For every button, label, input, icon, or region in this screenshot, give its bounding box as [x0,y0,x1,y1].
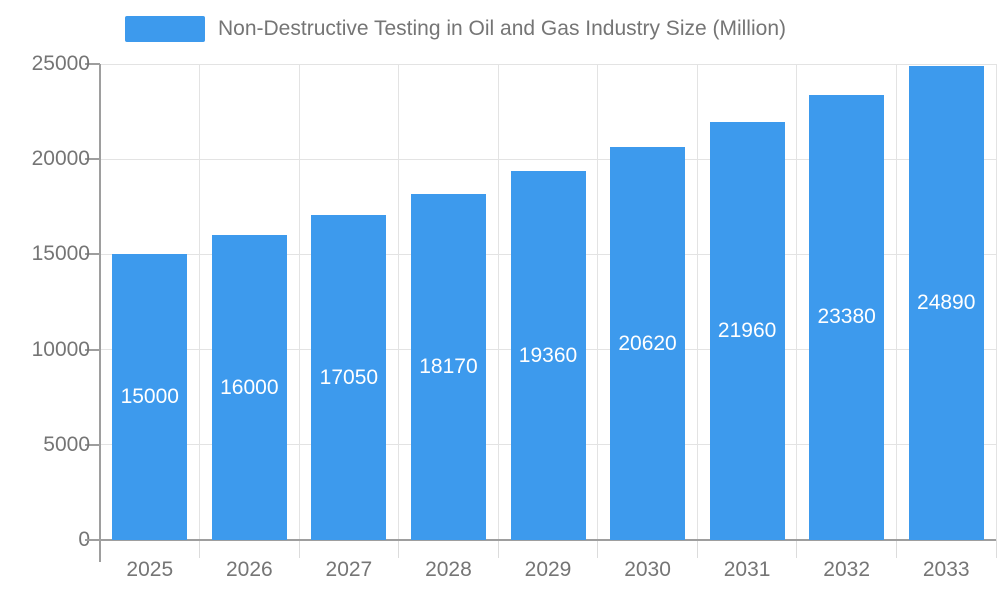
v-gridline [298,64,300,540]
h-gridline [100,158,996,160]
x-tick-label: 2027 [325,558,373,581]
y-axis-tick [85,443,100,446]
x-axis-tick [995,540,997,558]
y-tick-label: 0 [10,528,90,552]
x-tick-label: 2026 [225,558,273,581]
bar[interactable] [510,171,586,540]
legend: Non-Destructive Testing in Oil and Gas I… [125,16,786,42]
x-axis-tick [497,540,499,558]
v-gridline [895,64,897,540]
v-gridline [597,64,599,540]
v-gridline [199,64,201,540]
bar-value-label: 23380 [817,305,876,329]
x-tick-label: 2028 [425,558,472,581]
v-gridline [796,64,798,540]
bar-value-label: 21960 [717,318,777,342]
x-axis-line [85,539,996,541]
y-tick-label: 20000 [31,147,90,171]
x-axis-tick [398,540,400,558]
x-tick-label: 2032 [823,558,871,581]
bar[interactable] [211,235,287,540]
x-tick-label: 2030 [624,558,671,581]
x-axis-tick [597,540,599,558]
y-axis-tick [85,348,100,351]
h-gridline [100,63,996,65]
y-tick-label: 10000 [31,337,90,361]
y-tick-label: 25000 [31,52,90,75]
bar-value-label: 15000 [120,385,179,409]
bar-value-label: 24890 [917,291,976,315]
x-axis-tick [199,540,201,558]
legend-label: Non-Destructive Testing in Oil and Gas I… [218,17,786,40]
x-axis-tick [895,540,897,558]
y-axis-tick [85,158,100,161]
x-tick-label: 2025 [126,558,174,581]
v-gridline [696,64,698,540]
y-tick-label: 15000 [31,242,90,266]
legend-swatch [125,16,205,42]
bar-value-label: 20620 [618,331,677,355]
v-gridline [398,64,400,540]
v-gridline [497,64,499,540]
v-gridline [995,64,997,540]
bar-value-label: 16000 [220,375,279,399]
bar[interactable] [311,215,387,540]
bar-value-label: 19360 [518,343,578,367]
x-axis-tick [696,540,698,558]
y-axis-line [99,64,101,562]
x-tick-label: 2029 [524,558,572,581]
y-axis-tick [85,253,100,256]
bar-value-label: 18170 [419,355,478,379]
y-axis-tick [85,63,100,65]
bar[interactable] [112,254,188,540]
bar[interactable] [709,121,785,540]
bar[interactable] [908,66,984,540]
x-axis-tick [298,540,300,558]
x-axis-tick [796,540,798,558]
y-tick-label: 5000 [43,432,90,456]
bar[interactable] [610,147,686,540]
bar-value-label: 17050 [319,365,379,389]
bar[interactable] [809,94,885,540]
x-tick-label: 2033 [922,558,970,581]
x-tick-label: 2031 [723,558,771,581]
bar[interactable] [410,194,486,540]
